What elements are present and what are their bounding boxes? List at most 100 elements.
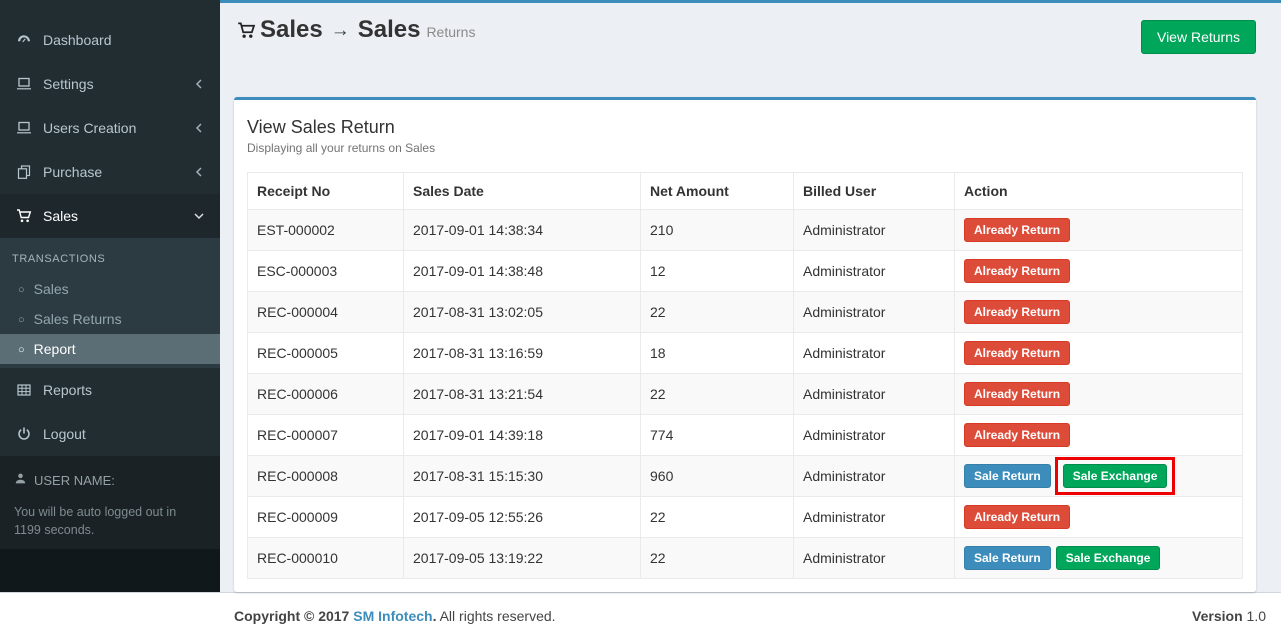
cell-billed-user: Administrator bbox=[793, 537, 955, 579]
sale-exchange-button[interactable]: Sale Exchange bbox=[1055, 546, 1161, 570]
sidebar-item-dashboard[interactable]: Dashboard bbox=[0, 18, 220, 62]
already-return-button[interactable]: Already Return bbox=[964, 423, 1071, 447]
sales-returns-table: Receipt No Sales Date Net Amount Billed Use… bbox=[247, 172, 1243, 579]
laptop-icon bbox=[15, 76, 33, 92]
sidebar-item-label: Settings bbox=[43, 76, 94, 92]
column-header: Net Amount bbox=[640, 172, 794, 210]
cell-net-amount: 12 bbox=[640, 250, 794, 292]
cell-billed-user: Administrator bbox=[793, 332, 955, 374]
sidebar-item-users-creation[interactable]: Users Creation bbox=[0, 106, 220, 150]
table-row: REC-000008 2017-08-31 15:15:30 960 Administ… bbox=[247, 455, 1243, 497]
circle-icon: ○ bbox=[18, 313, 25, 326]
sidebar-item-label: Dashboard bbox=[43, 32, 112, 48]
already-return-button[interactable]: Already Return bbox=[964, 300, 1071, 324]
already-return-button[interactable]: Already Return bbox=[964, 218, 1071, 242]
table-row: REC-000009 2017-09-05 12:55:26 22 Administr… bbox=[247, 496, 1243, 538]
copyright-text: Copyright © 2017 SM Infotech. All rights… bbox=[234, 608, 556, 624]
cell-billed-user: Administrator bbox=[793, 373, 955, 415]
sidebar-item-label: Logout bbox=[43, 426, 86, 442]
column-header: Sales Date bbox=[403, 172, 641, 210]
already-return-button[interactable]: Already Return bbox=[964, 505, 1071, 529]
breadcrumb-sales-2: Sales bbox=[357, 16, 421, 43]
sidebar-menu: Dashboard Settings Users Creation bbox=[0, 0, 220, 456]
table-row: EST-000002 2017-09-01 14:38:34 210 Administ… bbox=[247, 209, 1243, 251]
breadcrumb: Sales → Sales Returns bbox=[237, 16, 475, 44]
user-icon bbox=[14, 472, 27, 488]
cell-sales-date: 2017-09-05 13:19:22 bbox=[403, 537, 641, 579]
sidebar-subitem-report[interactable]: ○ Report bbox=[0, 334, 220, 364]
cell-sales-date: 2017-08-31 15:15:30 bbox=[403, 455, 641, 497]
version-label: Version bbox=[1192, 608, 1243, 624]
sidebar-subitem-sales[interactable]: ○ Sales bbox=[0, 274, 220, 304]
cell-sales-date: 2017-08-31 13:02:05 bbox=[403, 291, 641, 333]
table-row: REC-000010 2017-09-05 13:19:22 22 Administr… bbox=[247, 537, 1243, 579]
sidebar-item-sales[interactable]: Sales bbox=[0, 194, 220, 238]
chevron-left-icon bbox=[193, 122, 205, 134]
column-header: Action bbox=[954, 172, 1243, 210]
chevron-down-icon bbox=[193, 210, 205, 222]
cell-net-amount: 210 bbox=[640, 209, 794, 251]
cell-billed-user: Administrator bbox=[793, 496, 955, 538]
company-link[interactable]: SM Infotech bbox=[353, 608, 433, 624]
cell-sales-date: 2017-08-31 13:21:54 bbox=[403, 373, 641, 415]
sidebar-item-label: Reports bbox=[43, 382, 93, 398]
cell-billed-user: Administrator bbox=[793, 209, 955, 251]
main-content: Sales → Sales Returns View Returns View … bbox=[220, 0, 1281, 592]
chevron-left-icon bbox=[193, 78, 205, 90]
panel-subtitle: Displaying all your returns on Sales bbox=[247, 141, 436, 155]
sidebar-item-reports[interactable]: Reports bbox=[0, 368, 220, 412]
copyright-suffix: All rights reserved. bbox=[439, 608, 556, 624]
arrow-right-icon: → bbox=[330, 20, 350, 41]
sale-return-button[interactable]: Sale Return bbox=[964, 546, 1051, 570]
sales-return-panel: View Sales Return Displaying all your re… bbox=[234, 97, 1256, 592]
cart-icon bbox=[15, 208, 33, 224]
laptop-icon bbox=[15, 120, 33, 136]
cell-net-amount: 22 bbox=[640, 291, 794, 333]
sidebar-item-label: Purchase bbox=[43, 164, 103, 180]
copy-icon bbox=[15, 164, 33, 180]
chevron-left-icon bbox=[193, 166, 205, 178]
cell-sales-date: 2017-09-01 14:39:18 bbox=[403, 414, 641, 456]
dashboard-icon bbox=[15, 32, 33, 48]
sidebar-subitem-label: Report bbox=[33, 341, 76, 357]
cell-net-amount: 22 bbox=[640, 496, 794, 538]
content-header: Sales → Sales Returns View Returns bbox=[234, 3, 1256, 97]
sales-submenu: TRANSACTIONS ○ Sales ○ Sales Returns ○ R… bbox=[0, 238, 220, 368]
breadcrumb-returns: Returns bbox=[426, 24, 476, 40]
view-returns-button[interactable]: View Returns bbox=[1140, 20, 1256, 54]
table-header-row: Receipt No Sales Date Net Amount Billed Use… bbox=[247, 172, 1243, 210]
cell-receipt-no: REC-000010 bbox=[247, 537, 404, 579]
cell-receipt-no: ESC-000003 bbox=[247, 250, 404, 292]
sale-exchange-button[interactable]: Sale Exchange bbox=[1062, 464, 1168, 489]
sidebar-item-logout[interactable]: Logout bbox=[0, 412, 220, 456]
cell-action: Already Return bbox=[954, 332, 1243, 374]
cell-sales-date: 2017-09-01 14:38:48 bbox=[403, 250, 641, 292]
user-name-label: USER NAME: bbox=[34, 472, 115, 488]
sidebar-item-settings[interactable]: Settings bbox=[0, 62, 220, 106]
sidebar-item-purchase[interactable]: Purchase bbox=[0, 150, 220, 194]
already-return-button[interactable]: Already Return bbox=[964, 259, 1071, 283]
cart-icon bbox=[237, 21, 256, 43]
already-return-button[interactable]: Already Return bbox=[964, 341, 1071, 365]
cell-billed-user: Administrator bbox=[793, 250, 955, 292]
sidebar: Dashboard Settings Users Creation bbox=[0, 0, 220, 592]
cell-net-amount: 22 bbox=[640, 373, 794, 415]
sidebar-item-label: Sales bbox=[43, 208, 79, 224]
column-header: Receipt No bbox=[247, 172, 404, 210]
power-icon bbox=[15, 426, 33, 442]
cell-action: Already Return bbox=[954, 209, 1243, 251]
submenu-section-header: TRANSACTIONS bbox=[12, 253, 106, 265]
table-body: EST-000002 2017-09-01 14:38:34 210 Administ… bbox=[247, 209, 1243, 579]
breadcrumb-sales: Sales bbox=[260, 16, 323, 43]
cell-action: Sale Return Sale Exchange bbox=[954, 537, 1243, 579]
cell-action: Already Return bbox=[954, 250, 1243, 292]
table-row: REC-000007 2017-09-01 14:39:18 774 Administ… bbox=[247, 414, 1243, 456]
sidebar-subitem-sales-returns[interactable]: ○ Sales Returns bbox=[0, 304, 220, 334]
cell-net-amount: 960 bbox=[640, 455, 794, 497]
circle-icon: ○ bbox=[18, 343, 25, 356]
already-return-button[interactable]: Already Return bbox=[964, 382, 1071, 406]
sale-return-button[interactable]: Sale Return bbox=[964, 464, 1051, 488]
footer: Copyright © 2017 SM Infotech. All rights… bbox=[0, 592, 1281, 639]
cell-receipt-no: REC-000005 bbox=[247, 332, 404, 374]
cell-receipt-no: REC-000004 bbox=[247, 291, 404, 333]
